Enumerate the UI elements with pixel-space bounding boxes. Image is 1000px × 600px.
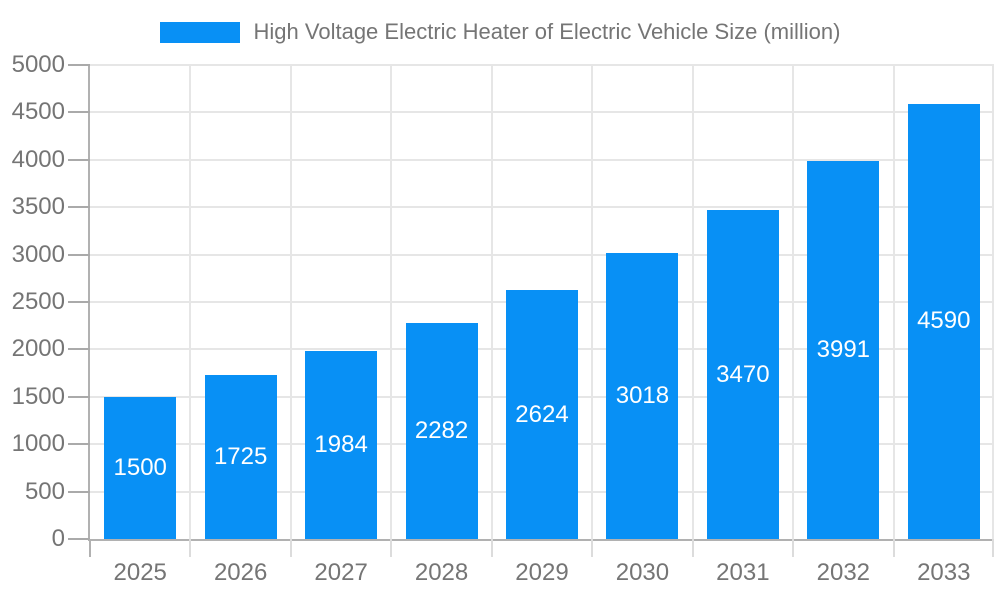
x-axis-label: 2026 [213,559,268,586]
x-axis-label: 2029 [515,559,569,586]
bar-value-label: 2624 [515,400,569,428]
y-axis-tick [68,64,90,66]
x-axis-tick [591,539,594,557]
x-axis-tick [390,539,393,557]
y-axis-tick [68,158,90,161]
y-axis-tick [68,443,90,446]
gridline-vertical [289,65,292,539]
x-axis-label: 2032 [816,559,871,586]
y-axis-label: 3000 [11,240,65,268]
y-axis-label: 2500 [11,288,65,315]
y-axis-tick [68,490,90,493]
x-axis-tick [89,539,91,557]
bar-2031[interactable]: 3470 [706,210,779,539]
y-axis-label: 500 [24,477,65,505]
x-axis-label: 2027 [314,559,368,586]
bar-value-label: 4590 [917,307,971,335]
gridline-horizontal [90,158,994,161]
y-axis-tick [68,111,90,114]
bar-2025[interactable]: 1500 [104,396,177,539]
y-axis-tick [68,206,90,209]
bar-value-label: 1500 [113,453,167,481]
x-axis-label: 2030 [615,559,670,586]
legend: High Voltage Electric Heater of Electric… [0,0,1000,64]
bar-2028[interactable]: 2282 [405,322,478,539]
x-axis-tick [792,539,795,557]
bar-2029[interactable]: 2624 [506,290,578,539]
bar-value-label: 3470 [716,360,770,388]
gridline-vertical [390,65,393,539]
bar-2027[interactable]: 1984 [305,350,378,539]
bar-value-label: 2282 [414,416,469,444]
x-axis-tick [992,539,994,557]
y-axis-label: 4000 [11,145,65,173]
x-axis-label: 2028 [414,559,469,586]
gridline-vertical [691,65,694,539]
y-axis-tick [68,538,90,540]
bar-2033[interactable]: 4590 [907,103,980,539]
x-axis-label: 2025 [113,559,167,586]
x-axis-tick [490,539,493,557]
gridline-horizontal [90,111,994,114]
gridline-horizontal [90,64,994,66]
x-axis-label: 2033 [917,559,971,586]
x-axis-tick [189,539,192,557]
y-axis-tick [68,348,90,351]
y-axis-label: 1500 [11,382,65,410]
x-axis-label: 2031 [716,559,770,586]
gridline-vertical [792,65,795,539]
y-axis-tick [68,253,90,256]
gridline-vertical [591,65,594,539]
y-axis-tick [68,301,90,303]
bar-value-label: 1984 [314,430,368,458]
gridline-vertical [892,65,895,539]
bar-value-label: 3018 [615,381,670,409]
gridline-horizontal [90,253,994,256]
bar-2030[interactable]: 3018 [606,252,679,539]
gridline-vertical [189,65,192,539]
legend-item[interactable]: High Voltage Electric Heater of Electric… [159,19,841,45]
legend-series-title: High Voltage Electric Heater of Electric… [253,19,841,44]
x-axis-tick [289,539,292,557]
legend-swatch [159,21,240,43]
y-axis-tick [68,395,90,398]
y-axis-label: 2000 [11,335,65,363]
gridline-horizontal [90,206,994,209]
bar-value-label: 1725 [213,443,268,471]
x-axis-tick [691,539,694,557]
x-axis-tick [892,539,895,557]
gridline-vertical [992,65,994,539]
plot-area: 0 500 1000 1500 2000 2500 3000 3500 4000 4500 5000… [12,53,994,585]
bar-value-label: 3991 [816,335,871,363]
bar-2026[interactable]: 1725 [204,375,277,539]
bar-2032[interactable]: 3991 [807,160,880,539]
y-axis-label: 0 [51,525,65,552]
y-axis-label: 1000 [11,430,65,458]
gridline-vertical [490,65,493,539]
y-axis-label: 3500 [11,193,65,221]
y-axis-label: 5000 [11,51,65,78]
y-axis-label: 4500 [11,98,65,126]
